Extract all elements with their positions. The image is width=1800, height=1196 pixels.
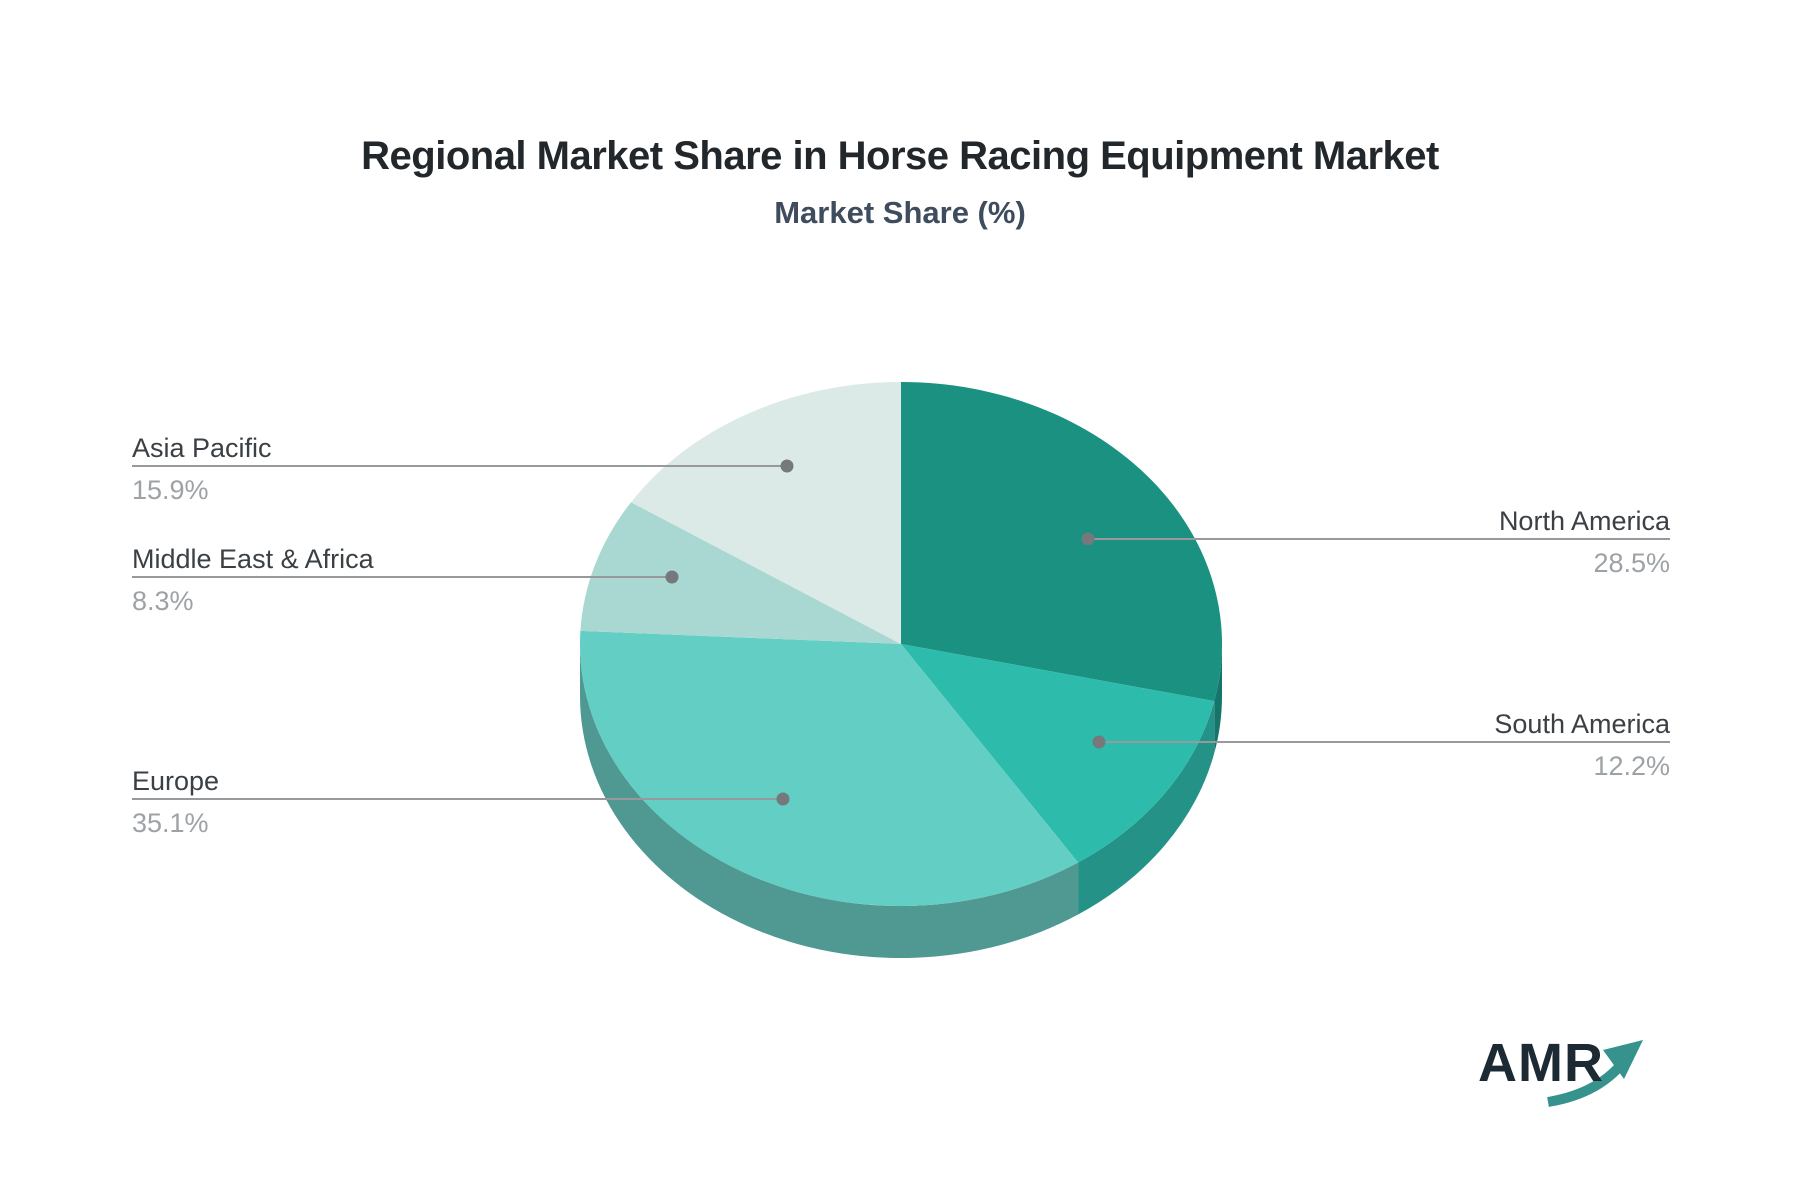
callout-label-north-america: North America xyxy=(1498,506,1670,536)
callout-dot-south-america xyxy=(1092,735,1106,749)
pie-slice-south-america xyxy=(901,644,1215,863)
pie-slice-side-north-america xyxy=(1214,644,1222,754)
chart-subtitle: Market Share (%) xyxy=(774,195,1026,230)
callout-value-south-america: 12.2% xyxy=(1593,751,1670,781)
callout-value-europe: 35.1% xyxy=(132,808,209,838)
amr-logo-text: AMR xyxy=(1478,1033,1604,1093)
callout-dot-asia-pacific xyxy=(780,459,794,473)
pie-slice-north-america xyxy=(901,382,1222,702)
callout-label-europe: Europe xyxy=(132,766,220,796)
callout-south-america: South America 12.2% xyxy=(1494,708,1670,782)
callout-dot-north-america xyxy=(1081,532,1095,546)
callout-dot-middle-east-africa xyxy=(665,570,679,584)
pie-slice-side-south-america xyxy=(1078,701,1215,915)
pie-slice-middle-east-africa xyxy=(580,502,901,644)
pie-slice-europe xyxy=(580,630,1079,906)
callout-label-middle-east-africa: Middle East & Africa xyxy=(132,544,374,574)
callout-middle-east-africa: Middle East & Africa 8.3% xyxy=(132,543,374,617)
callout-north-america: North America 28.5% xyxy=(1499,505,1670,579)
callout-dot-europe xyxy=(776,792,790,806)
callout-label-south-america: South America xyxy=(1494,709,1670,739)
callout-label-asia-pacific: Asia Pacific xyxy=(132,433,272,463)
pie-slice-side-europe xyxy=(580,644,1079,958)
callout-europe: Europe 35.1% xyxy=(132,765,219,839)
pie-slice-asia-pacific xyxy=(631,382,901,644)
callout-asia-pacific: Asia Pacific 15.9% xyxy=(132,432,272,506)
callout-value-north-america: 28.5% xyxy=(1593,548,1670,578)
callout-value-middle-east-africa: 8.3% xyxy=(132,586,194,616)
callout-value-asia-pacific: 15.9% xyxy=(132,475,209,505)
amr-logo: AMR xyxy=(1478,1036,1604,1090)
chart-title: Regional Market Share in Horse Racing Eq… xyxy=(361,134,1439,178)
logo-arrow-icon xyxy=(1603,1040,1643,1079)
